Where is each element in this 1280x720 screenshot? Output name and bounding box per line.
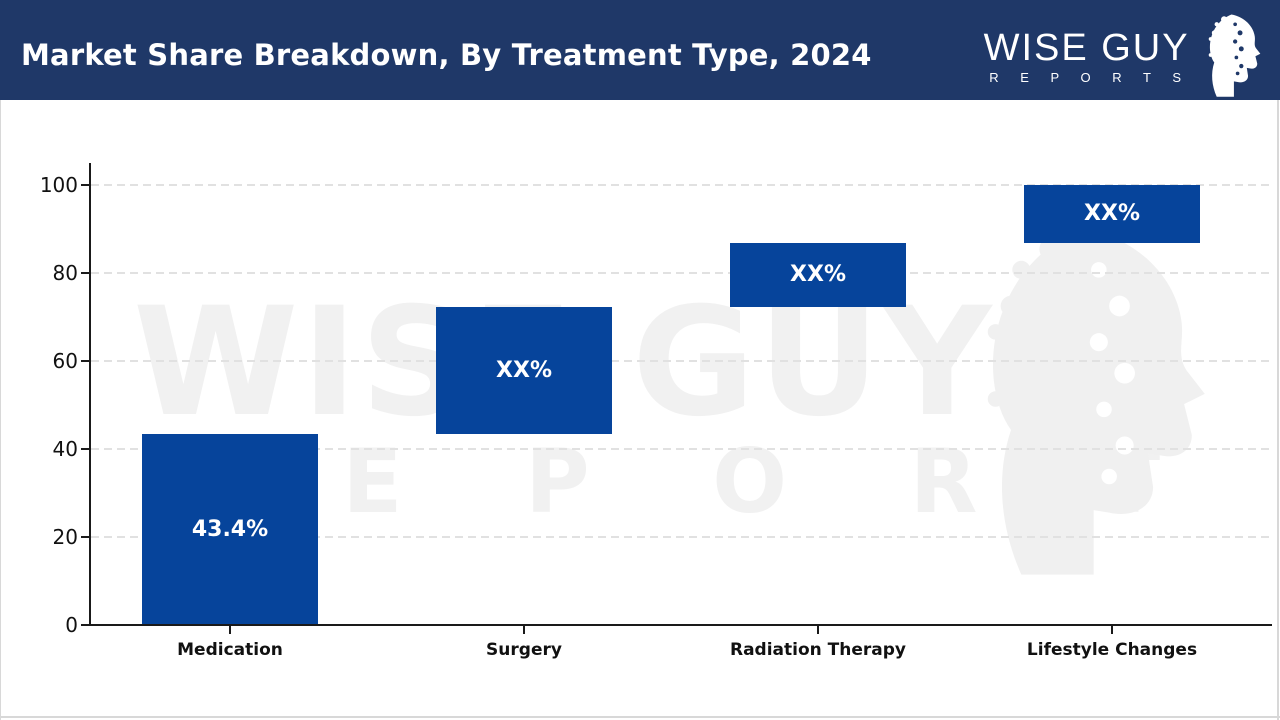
bar-medication: 43.4% <box>142 434 318 625</box>
gridline-80 <box>91 272 1272 274</box>
chart-area: WISE GUY R E P O R T S 0 20 40 60 80 100 <box>0 100 1280 720</box>
logo-face-icon <box>1208 14 1261 97</box>
y-tick-mark-20 <box>81 536 89 538</box>
y-tick-label-100: 100 <box>39 173 78 197</box>
gridline-60 <box>91 360 1272 362</box>
y-tick-label-0: 0 <box>65 613 78 637</box>
page-title: Market Share Breakdown, By Treatment Typ… <box>21 38 872 72</box>
gridline-100 <box>91 184 1272 186</box>
x-tick-mark-medication <box>229 626 231 634</box>
y-tick-label-40: 40 <box>52 437 78 461</box>
x-tick-label-lifestyle-changes: Lifestyle Changes <box>1026 640 1198 660</box>
y-axis <box>89 163 91 626</box>
wiseguy-logo: WISE GUY R E P O R T S <box>983 12 1266 98</box>
bar-radiation-therapy: XX% <box>730 242 906 307</box>
x-axis <box>89 624 1272 626</box>
bar-lifestyle-changes: XX% <box>1024 185 1200 243</box>
logo-brand-text: WISE GUY <box>983 26 1190 69</box>
gridline-20 <box>91 536 1272 538</box>
y-tick-mark-40 <box>81 448 89 450</box>
y-tick-label-60: 60 <box>52 349 78 373</box>
bar-value-label-radiation-therapy: XX% <box>790 262 846 288</box>
x-tick-mark-radiation-therapy <box>817 626 819 634</box>
x-tick-label-surgery: Surgery <box>486 640 562 660</box>
bar-value-label-lifestyle-changes: XX% <box>1084 201 1140 227</box>
bar-value-label-medication: 43.4% <box>191 517 269 542</box>
x-tick-label-medication: Medication <box>177 640 283 660</box>
page-border-bottom <box>0 716 1280 718</box>
y-tick-mark-80 <box>81 272 89 274</box>
watermark-face-icon <box>987 228 1205 575</box>
y-tick-mark-60 <box>81 360 89 362</box>
y-tick-mark-100 <box>81 184 89 186</box>
page-border-right <box>1277 100 1279 720</box>
bar-value-label-surgery: XX% <box>496 357 552 383</box>
x-tick-label-radiation-therapy: Radiation Therapy <box>729 640 907 660</box>
header-bar: Market Share Breakdown, By Treatment Typ… <box>0 0 1280 100</box>
bar-surgery: XX% <box>436 306 612 435</box>
gridline-40 <box>91 448 1272 450</box>
logo-sub-text: R E P O R T S <box>989 70 1190 86</box>
y-tick-label-20: 20 <box>52 525 78 549</box>
y-tick-mark-0 <box>81 624 89 626</box>
page-border-left <box>0 100 1 720</box>
logo-wordmark: WISE GUY R E P O R T S <box>983 26 1190 86</box>
x-tick-mark-surgery <box>523 626 525 634</box>
y-tick-label-80: 80 <box>52 261 78 285</box>
x-tick-mark-lifestyle-changes <box>1111 626 1113 634</box>
